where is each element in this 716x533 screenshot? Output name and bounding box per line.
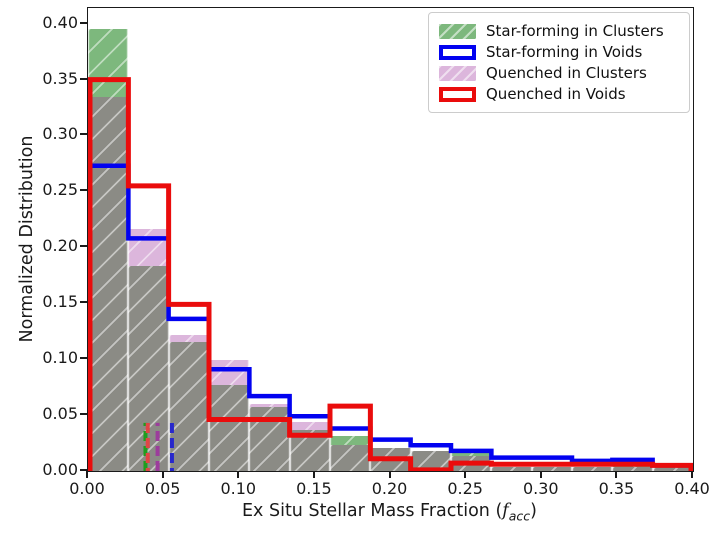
histogram-bar-segment	[168, 334, 209, 343]
y-tick-label: 0.15	[42, 292, 78, 312]
legend-entry-label: Star-forming in Clusters	[486, 22, 664, 40]
histogram-bar-segment	[289, 421, 330, 430]
y-tick-label: 0.05	[42, 404, 78, 424]
x-tick-label: 0.05	[144, 479, 181, 498]
histogram-bar-segment	[572, 466, 613, 471]
histogram-bar-segment	[209, 360, 250, 385]
x-axis-label-variable: f	[502, 501, 509, 521]
x-tick-mark	[237, 471, 240, 478]
x-tick-label: 0.20	[371, 479, 408, 498]
x-tick-mark	[86, 471, 88, 478]
histogram-bar-segment	[652, 467, 693, 471]
legend-entry-label: Star-forming in Voids	[486, 43, 643, 61]
step-lines-overlay	[88, 77, 693, 471]
y-tick-label: 0.35	[42, 68, 78, 88]
legend-hatched-swatch	[439, 65, 476, 81]
y-tick-label: 0.10	[42, 348, 78, 368]
legend-line-swatch	[439, 86, 476, 102]
y-tick-mark	[80, 245, 87, 248]
x-tick-mark	[539, 471, 542, 478]
histogram-bar-segment	[88, 29, 129, 98]
y-tick-label: 0.40	[42, 12, 78, 32]
histogram-bar-segment	[249, 403, 290, 408]
x-tick-mark	[388, 471, 391, 478]
legend-entry: Quenched in Voids	[439, 84, 679, 104]
x-tick-mark	[161, 471, 164, 478]
x-axis-label-suffix: )	[530, 501, 537, 521]
x-tick-label: 0.15	[296, 479, 332, 498]
x-tick-label: 0.25	[447, 479, 483, 498]
histogram-bar-segment	[128, 266, 169, 471]
y-tick-mark	[80, 469, 87, 471]
y-tick-mark	[80, 189, 87, 192]
x-tick-label: 0.30	[522, 479, 559, 498]
legend-line-swatch	[439, 44, 476, 60]
histogram-bar-segment	[128, 229, 169, 267]
histogram-bar-segment	[531, 466, 572, 471]
y-tick-mark	[80, 413, 87, 416]
x-tick-mark	[464, 471, 467, 478]
y-tick-label: 0.00	[42, 460, 78, 479]
histogram-bar-segment	[330, 436, 371, 446]
x-axis-label-subscript: acc	[508, 508, 531, 524]
legend-entry: Star-forming in Voids	[439, 42, 679, 62]
y-tick-mark	[80, 357, 87, 360]
x-tick-mark	[615, 471, 618, 478]
legend-entry: Quenched in Clusters	[439, 63, 679, 83]
x-tick-mark	[691, 471, 693, 478]
x-tick-mark	[312, 471, 315, 478]
step-line-quenched-voids	[88, 77, 693, 471]
legend-entry: Star-forming in Clusters	[439, 21, 679, 41]
legend: Star-forming in Clusters Star-forming in …	[428, 12, 690, 113]
histogram-bar-segment	[451, 451, 492, 457]
histogram-bar-segment	[491, 466, 532, 471]
y-tick-label: 0.30	[42, 124, 78, 144]
y-tick-mark	[80, 21, 87, 24]
y-tick-label: 0.20	[42, 236, 78, 256]
x-tick-label: 0.35	[598, 479, 635, 498]
histogram-bar-segment	[209, 384, 250, 471]
y-tick-label: 0.25	[42, 180, 78, 200]
x-tick-label: 0.00	[69, 479, 105, 498]
legend-hatched-swatch	[439, 23, 476, 39]
y-tick-mark	[80, 301, 87, 304]
y-tick-mark	[80, 133, 87, 136]
x-axis-label: Ex Situ Stellar Mass Fraction (facc)	[87, 501, 692, 524]
x-tick-label: 0.10	[220, 479, 257, 498]
histogram-bar-segment	[612, 466, 653, 471]
step-line-star-forming-voids	[88, 163, 693, 471]
y-tick-mark	[80, 77, 87, 80]
histogram-bar-segment	[410, 450, 451, 471]
x-tick-label: 0.40	[674, 479, 710, 498]
histogram-bar-segment	[88, 97, 129, 471]
x-axis-label-prefix: Ex Situ Stellar Mass Fraction (	[242, 501, 503, 521]
legend-entry-label: Quenched in Clusters	[486, 64, 647, 82]
histogram-bar-segment	[168, 342, 209, 471]
legend-entry-label: Quenched in Voids	[486, 85, 626, 103]
histogram-bar-segment	[330, 445, 371, 471]
